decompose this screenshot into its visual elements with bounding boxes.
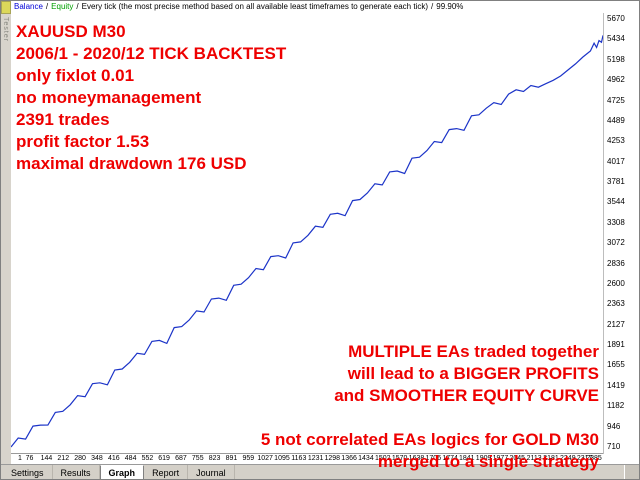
x-tick-label: 1977	[492, 455, 509, 462]
annotation-line: MULTIPLE EAs traded together	[348, 342, 599, 361]
tab-journal[interactable]: Journal	[188, 465, 235, 479]
y-tick-label: 1655	[607, 360, 625, 370]
y-tick-label: 1182	[607, 401, 625, 411]
y-axis-labels: 5670 5434 5198 4962 4725 4489 4253 4017 3781 3544…	[603, 13, 639, 454]
y-tick-label: 3308	[607, 217, 625, 227]
tester-strip-label: Tester	[2, 17, 9, 43]
x-tick-label: 1638	[408, 455, 425, 462]
tab-results[interactable]: Results	[53, 465, 100, 479]
y-tick-label: 5670	[607, 14, 625, 24]
tester-tabs: Settings Results Graph Report Journal	[1, 465, 235, 479]
dock-corner-tag	[1, 1, 11, 14]
equity-curve	[11, 35, 603, 448]
x-tick-label: 959	[242, 455, 255, 462]
x-tick-label: 2113	[526, 455, 542, 462]
x-tick-label: 619	[158, 455, 170, 462]
y-tick-label: 710	[607, 441, 621, 451]
x-tick-label: 1909	[475, 455, 492, 462]
y-tick-label: 3544	[607, 197, 625, 207]
y-tick-label: 1419	[607, 380, 625, 390]
x-tick-label: 212	[57, 455, 70, 462]
x-tick-label: 1774	[442, 455, 458, 462]
annotation-line: 2391 trades	[16, 110, 110, 129]
promo-annotation-block: MULTIPLE EAs traded together will lead to…	[334, 341, 599, 407]
x-tick-label: 1570	[391, 455, 408, 462]
balance-legend-label: Balance	[14, 2, 43, 11]
y-tick-label: 2127	[607, 319, 625, 329]
y-tick-label: 2836	[607, 258, 625, 268]
chart-legend-bar: Balance / Equity / Every tick (the most …	[11, 1, 639, 13]
x-axis-labels: 1 76 144 212 280 348 416 484 552 619 687 755 823 891 9…	[11, 454, 603, 464]
x-tick-label: 1434	[358, 455, 374, 462]
stats-annotation-block: XAUUSD M30 2006/1 - 2020/12 TICK BACKTEST…	[16, 21, 286, 175]
y-tick-label: 4962	[607, 75, 625, 85]
x-tick-label: 1163	[291, 455, 307, 462]
y-tick-label: 4725	[607, 95, 625, 105]
annotation-line: XAUUSD M30	[16, 22, 126, 41]
y-tick-label: 4017	[607, 156, 625, 166]
x-tick-label: 552	[141, 455, 154, 462]
footer-annotation-block: 5 not correlated EAs logics for GOLD M30…	[261, 429, 599, 473]
x-tick-label: 1231	[307, 455, 324, 462]
x-tick-label: 755	[191, 455, 204, 462]
annotation-line: maximal drawdown 176 USD	[16, 154, 247, 173]
y-tick-label: 4253	[607, 136, 625, 146]
equity-legend-label: Equity	[51, 2, 74, 11]
annotation-line: merged to a single strategy	[377, 452, 599, 471]
x-tick-label: 1706	[425, 455, 442, 462]
legend-separator: /	[76, 2, 79, 11]
x-tick-label: 348	[91, 455, 103, 462]
balance-chart-plot: XAUUSD M30 2006/1 - 2020/12 TICK BACKTEST…	[11, 13, 603, 471]
x-tick-label: 891	[225, 455, 238, 462]
x-tick-label: 1	[18, 455, 22, 462]
x-tick-label: 2317	[576, 455, 593, 462]
model-method-text: Every tick (the most precise method base…	[81, 2, 429, 11]
x-tick-label: 2249	[560, 455, 576, 462]
annotation-line: no moneymanagement	[16, 88, 202, 107]
x-tick-label: 1841	[458, 455, 475, 462]
y-tick-label: 2363	[607, 299, 625, 309]
x-tick-label: 823	[208, 455, 221, 462]
tester-tabbar: Settings Results Graph Report Journal	[1, 464, 639, 479]
x-tick-label: 1366	[341, 455, 357, 462]
x-tick-label: 484	[124, 455, 137, 462]
annotation-line: 5 not correlated EAs logics for GOLD M30	[260, 430, 599, 449]
annotation-line: only fixlot 0.01	[16, 66, 135, 85]
annotation-line: profit factor 1.53	[16, 132, 150, 151]
x-tick-label: 1027	[257, 455, 273, 462]
y-tick-label: 3781	[607, 177, 625, 186]
tab-settings[interactable]: Settings	[3, 465, 53, 479]
y-tick-label: 4489	[607, 115, 625, 125]
y-tick-label: 1891	[607, 340, 625, 350]
tab-report[interactable]: Report	[144, 465, 189, 479]
scrollbar-corner	[624, 465, 639, 479]
x-tick-label: 280	[74, 455, 86, 462]
legend-separator: /	[431, 2, 434, 11]
x-tick-label: 1298	[324, 455, 341, 462]
x-tick-label: 76	[25, 455, 34, 462]
annotation-line: will lead to a BIGGER PROFITS	[347, 364, 599, 383]
x-tick-label: 144	[40, 455, 53, 462]
x-tick-label: 2181	[543, 455, 559, 462]
x-tick-label: 687	[175, 455, 187, 462]
y-tick-label: 2600	[607, 278, 625, 288]
x-tick-label: 2385	[586, 455, 602, 462]
x-tick-label: 416	[107, 455, 120, 462]
y-tick-label: 946	[607, 421, 621, 431]
y-tick-label: 5198	[607, 54, 625, 64]
legend-separator: /	[45, 2, 49, 11]
y-tick-label: 5434	[607, 34, 625, 44]
x-tick-label: 1502	[374, 455, 391, 462]
modelling-quality-value: 99.90%	[436, 2, 464, 11]
x-tick-label: 1095	[274, 455, 290, 462]
annotation-line: 2006/1 - 2020/12 TICK BACKTEST	[16, 44, 287, 63]
x-tick-label: 2045	[509, 455, 526, 462]
annotation-line: and SMOOTHER EQUITY CURVE	[334, 386, 599, 405]
y-tick-label: 3072	[607, 238, 625, 248]
tab-graph[interactable]: Graph	[99, 465, 145, 479]
